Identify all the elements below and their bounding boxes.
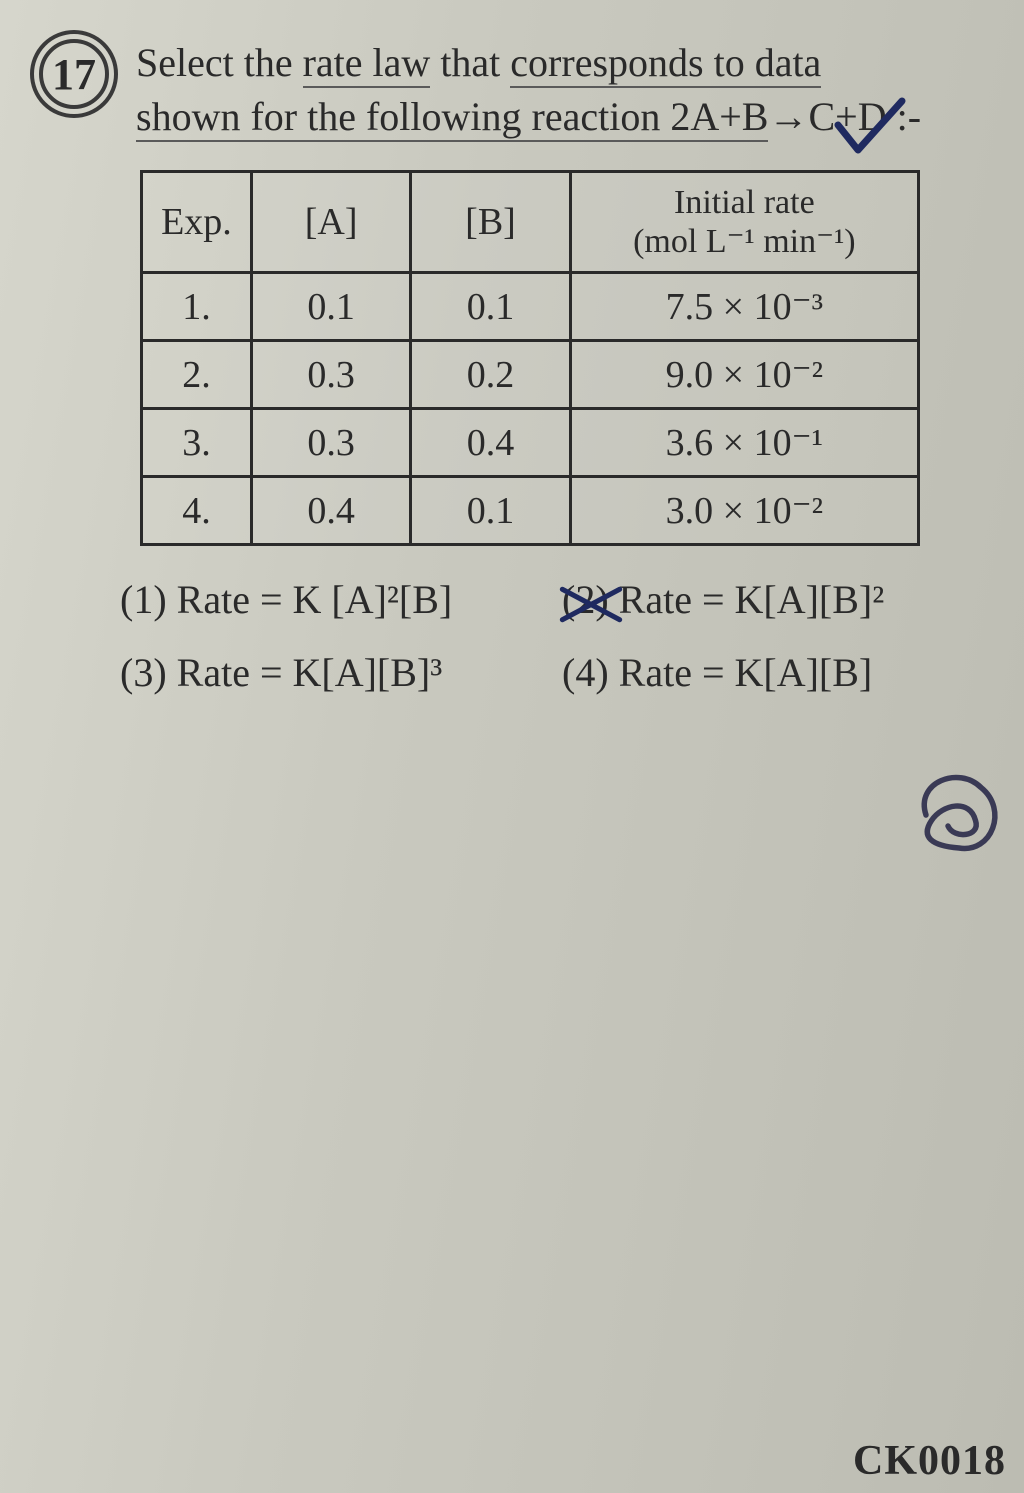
question-text: Select the rate law that corresponds to …	[136, 30, 921, 144]
cell-a: 0.4	[251, 477, 410, 545]
cell-rate: 3.6 × 10⁻¹	[570, 409, 918, 477]
q-line2-a: shown for the following reaction 2A+B	[136, 94, 768, 142]
cell-n: 4.	[142, 477, 252, 545]
option-2: (2) Rate = K[A][B]²	[562, 576, 984, 623]
col-rate: Initial rate (mol L⁻¹ min⁻¹)	[570, 172, 918, 273]
col-rate-l1: Initial rate	[584, 183, 905, 222]
cell-a: 0.3	[251, 341, 410, 409]
footer-code: CK0018	[853, 1437, 1006, 1485]
cell-n: 1.	[142, 273, 252, 341]
q-line1-b: rate law	[303, 40, 431, 88]
option-1-text: (1) Rate = K [A]²[B]	[120, 577, 452, 622]
scribble-icon	[904, 760, 1014, 870]
cell-b: 0.2	[411, 341, 570, 409]
question-row: 17 Select the rate law that corresponds …	[30, 30, 984, 144]
cell-b: 0.1	[411, 477, 570, 545]
option-3: (3) Rate = K[A][B]³	[120, 649, 542, 696]
question-number-badge: 17	[30, 30, 118, 118]
data-table-wrap: Exp. [A] [B] Initial rate (mol L⁻¹ min⁻¹…	[140, 170, 920, 546]
col-rate-l2: (mol L⁻¹ min⁻¹)	[584, 222, 905, 261]
q-line1-c: that	[430, 40, 510, 85]
cell-b: 0.1	[411, 273, 570, 341]
data-table: Exp. [A] [B] Initial rate (mol L⁻¹ min⁻¹…	[140, 170, 920, 546]
option-1: (1) Rate = K [A]²[B]	[120, 576, 542, 623]
q-line2-b: C+D :-	[808, 94, 921, 139]
option-4: (4) Rate = K[A][B]	[562, 649, 984, 696]
table-row: 4. 0.4 0.1 3.0 × 10⁻²	[142, 477, 919, 545]
table-header-row: Exp. [A] [B] Initial rate (mol L⁻¹ min⁻¹…	[142, 172, 919, 273]
option-4-text: (4) Rate = K[A][B]	[562, 650, 872, 695]
table-row: 2. 0.3 0.2 9.0 × 10⁻²	[142, 341, 919, 409]
arrow-icon: →	[768, 94, 808, 139]
cell-rate: 9.0 × 10⁻²	[570, 341, 918, 409]
option-2-text: (2) Rate = K[A][B]²	[562, 577, 884, 622]
table-row: 3. 0.3 0.4 3.6 × 10⁻¹	[142, 409, 919, 477]
q-line1-a: Select the	[136, 40, 303, 85]
col-b: [B]	[411, 172, 570, 273]
q-line1-d: corresponds to data	[510, 40, 821, 88]
cell-a: 0.3	[251, 409, 410, 477]
option-3-text: (3) Rate = K[A][B]³	[120, 650, 442, 695]
cell-n: 2.	[142, 341, 252, 409]
options-grid: (1) Rate = K [A]²[B] (2) Rate = K[A][B]²…	[120, 576, 984, 696]
table-row: 1. 0.1 0.1 7.5 × 10⁻³	[142, 273, 919, 341]
cell-b: 0.4	[411, 409, 570, 477]
col-exp: Exp.	[142, 172, 252, 273]
cell-rate: 3.0 × 10⁻²	[570, 477, 918, 545]
cell-rate: 7.5 × 10⁻³	[570, 273, 918, 341]
cell-a: 0.1	[251, 273, 410, 341]
table-body: 1. 0.1 0.1 7.5 × 10⁻³ 2. 0.3 0.2 9.0 × 1…	[142, 273, 919, 545]
question-number: 17	[52, 49, 96, 100]
cell-n: 3.	[142, 409, 252, 477]
col-a: [A]	[251, 172, 410, 273]
page: 17 Select the rate law that corresponds …	[0, 0, 1024, 1493]
